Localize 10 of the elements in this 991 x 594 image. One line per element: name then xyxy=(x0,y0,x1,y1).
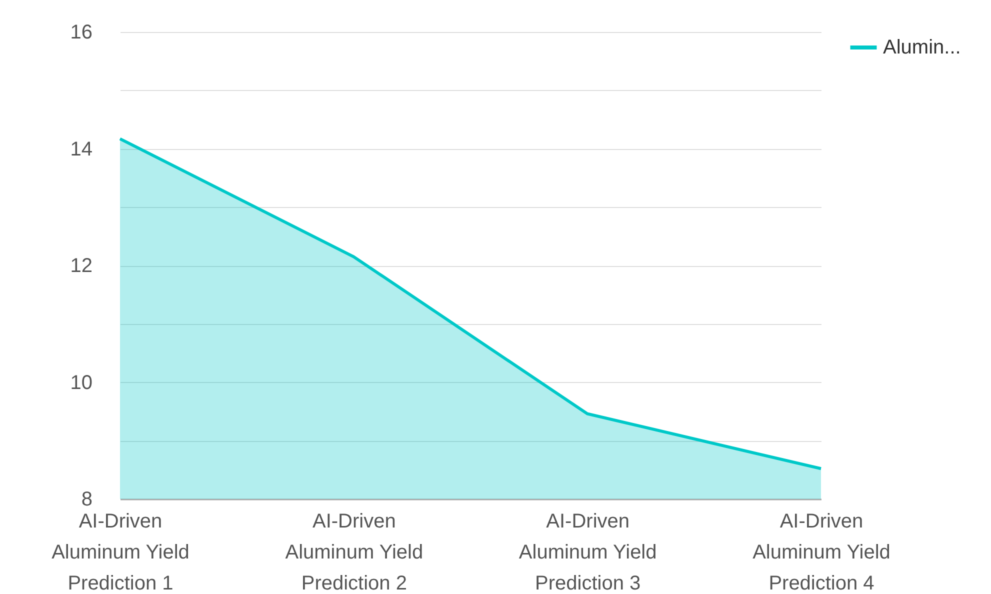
legend-label: Alumin... xyxy=(883,36,961,58)
y-tick-label: 12 xyxy=(70,255,92,277)
x-tick-label: AI-Driven Aluminum Yield Prediction 2 xyxy=(285,510,424,594)
y-tick-label: 16 xyxy=(70,22,92,44)
y-tick-label: 14 xyxy=(70,138,92,160)
x-tick-label: AI-Driven Aluminum Yield Prediction 3 xyxy=(518,510,657,594)
y-tick-label: 8 xyxy=(81,488,92,510)
y-tick-label: 10 xyxy=(70,372,92,394)
x-tick-label: AI-Driven Aluminum Yield Prediction 1 xyxy=(52,510,190,594)
x-tick-label: AI-Driven Aluminum Yield Prediction 4 xyxy=(752,510,890,594)
